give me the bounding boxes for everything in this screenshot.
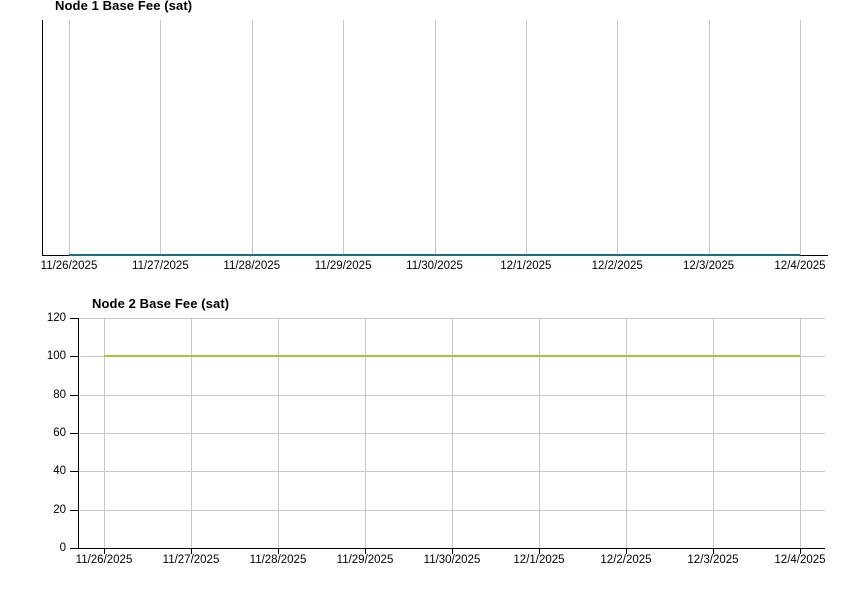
x-tick-mark [191,549,192,554]
gridline-vertical [434,20,436,255]
x-tick-label: 11/26/2025 [75,554,133,566]
y-tick-mark [70,394,78,396]
x-tick-label: 12/4/2025 [774,260,826,272]
y-tick-mark [70,318,78,319]
x-tick-label: 11/29/2025 [336,554,394,566]
gridline-vertical [617,20,619,255]
y-tick-mark [70,356,78,358]
y-tick-mark [70,471,78,473]
x-tick-mark [713,549,714,554]
y-tick-label: 40 [53,465,66,478]
gridline-vertical [626,318,627,548]
gridline-vertical [539,318,540,548]
x-tick-label: 11/27/2025 [162,554,220,566]
gridline-vertical [800,20,801,255]
chart-node-2-base-fee: Node 2 Base Fee (sat) 120 100 80 60 40 20 0 11… [0,296,860,600]
x-axis-line [78,548,825,549]
gridline-vertical [160,20,162,255]
x-tick-label: 11/28/2025 [249,554,307,566]
gridline-vertical [525,20,527,255]
y-tick-label: 120 [46,312,66,324]
x-tick-label: 12/3/2025 [687,554,739,566]
y-tick-label: 20 [53,503,66,516]
y-tick-label: 80 [53,388,66,401]
gridline-vertical [69,20,70,255]
gridline-vertical [452,318,453,548]
x-tick-mark [104,549,105,554]
x-tick-label: 11/26/2025 [40,260,98,272]
gridline-vertical [708,20,710,255]
chart-node-1-base-fee: Node 1 Base Fee (sat) 11/26/2025 11/27/20… [0,0,860,285]
gridline-vertical [104,318,105,548]
chart-title: Node 1 Base Fee (sat) [55,0,193,13]
x-tick-label: 11/30/2025 [423,554,481,566]
y-axis-line [78,318,79,548]
chart-title: Node 2 Base Fee (sat) [92,296,230,311]
x-tick-label: 12/2/2025 [591,260,643,272]
x-tick-label: 12/1/2025 [500,260,552,272]
y-tick-mark [70,433,78,434]
x-tick-mark [365,549,366,554]
y-tick-label: 100 [46,350,66,363]
gridline-vertical [713,318,714,548]
data-line [104,355,800,358]
data-line [69,254,800,256]
x-tick-label: 12/2/2025 [600,554,652,566]
x-tick-label: 12/3/2025 [683,260,735,272]
gridline-vertical [191,318,192,548]
x-tick-mark [452,549,453,554]
x-tick-label: 11/30/2025 [406,260,463,272]
x-tick-mark [626,549,627,554]
gridline-vertical [800,318,801,548]
x-tick-mark [278,549,279,554]
x-tick-label: 12/4/2025 [774,554,826,566]
x-tick-label: 11/29/2025 [314,260,372,272]
x-tick-label: 11/27/2025 [132,260,189,272]
gridline-vertical [343,20,345,255]
y-tick-label: 60 [53,427,66,439]
gridline-vertical [251,20,253,255]
y-tick-mark [70,509,78,511]
gridline-vertical [278,318,279,548]
x-tick-label: 11/28/2025 [223,260,281,272]
x-tick-mark [539,549,540,554]
y-tick-label: 0 [59,542,66,554]
x-tick-label: 12/1/2025 [513,554,565,566]
gridline-vertical [365,318,366,548]
x-tick-mark [800,549,801,554]
y-tick-mark [70,548,78,549]
y-axis-line [42,20,43,256]
